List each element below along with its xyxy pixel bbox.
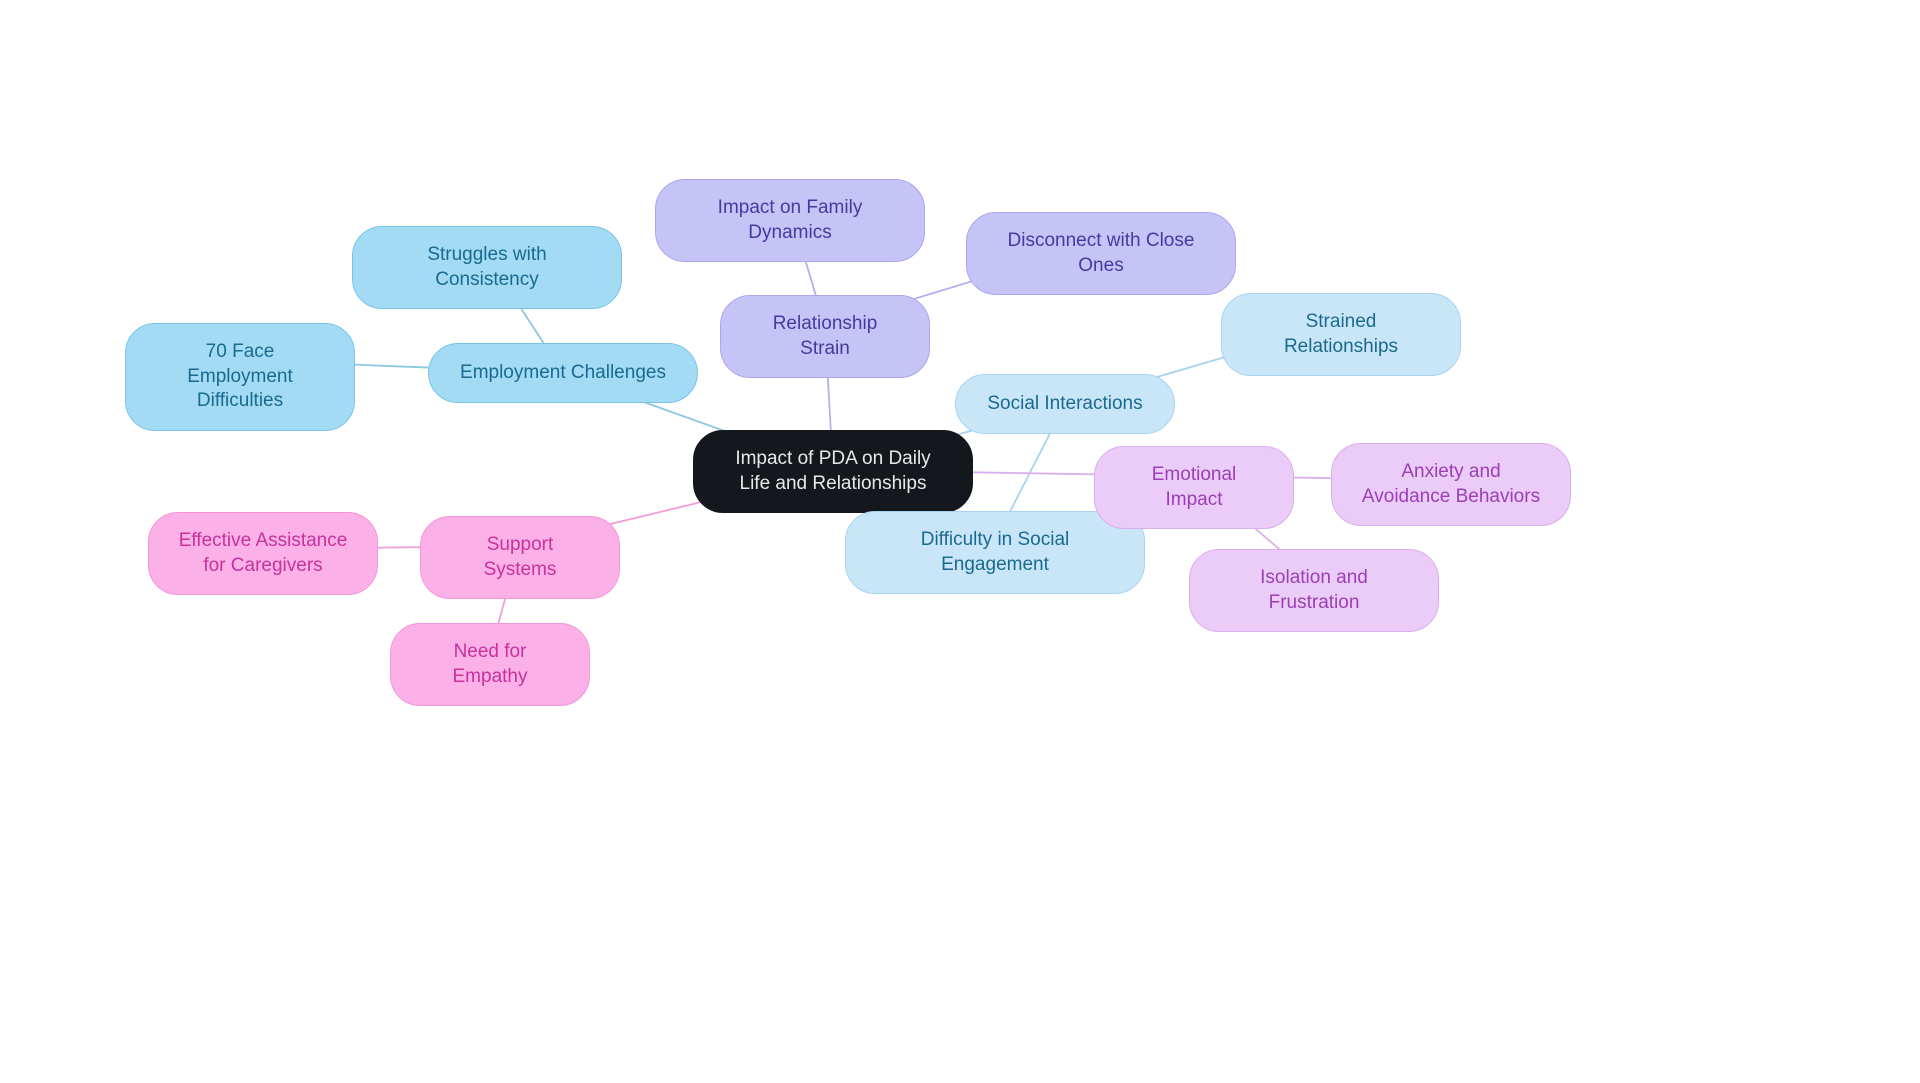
child-relationship-0: Impact on Family Dynamics bbox=[655, 179, 925, 262]
branch-social: Social Interactions bbox=[955, 374, 1175, 434]
child-social-0: Strained Relationships bbox=[1221, 293, 1461, 376]
branch-support: Support Systems bbox=[420, 516, 620, 599]
branch-relationship: Relationship Strain bbox=[720, 295, 930, 378]
child-emotional-0: Anxiety and Avoidance Behaviors bbox=[1331, 443, 1571, 526]
central-node: Impact of PDA on Daily Life and Relation… bbox=[693, 430, 973, 513]
branch-employment: Employment Challenges bbox=[428, 343, 698, 403]
child-relationship-1: Disconnect with Close Ones bbox=[966, 212, 1236, 295]
branch-emotional: Emotional Impact bbox=[1094, 446, 1294, 529]
child-social-1: Difficulty in Social Engagement bbox=[845, 511, 1145, 594]
child-employment-0: Struggles with Consistency bbox=[352, 226, 622, 309]
child-employment-1: 70 Face Employment Difficulties bbox=[125, 323, 355, 431]
child-support-1: Need for Empathy bbox=[390, 623, 590, 706]
child-support-0: Effective Assistance for Caregivers bbox=[148, 512, 378, 595]
child-emotional-1: Isolation and Frustration bbox=[1189, 549, 1439, 632]
